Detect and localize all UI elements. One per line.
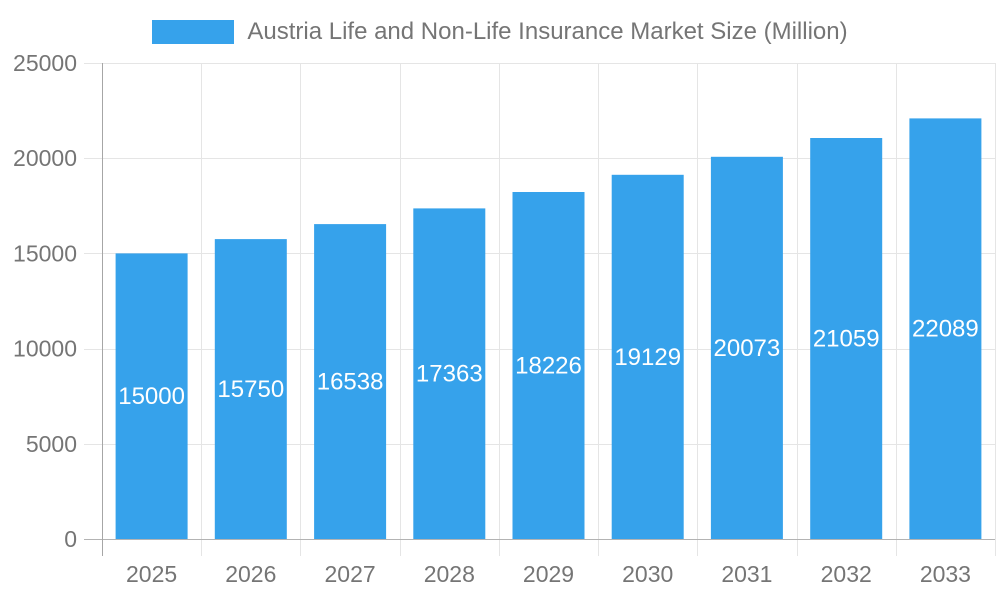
bar-value-label-2025: 15000 <box>118 383 185 410</box>
y-axis-label-0: 0 <box>64 526 77 552</box>
bar-2026[interactable] <box>214 239 287 539</box>
bar-value-label-2031: 20073 <box>714 335 781 362</box>
x-axis-label-2033: 2033 <box>920 561 971 587</box>
bar-2025[interactable] <box>115 253 188 539</box>
bar-value-label-2028: 17363 <box>416 361 483 388</box>
legend-item[interactable]: Austria Life and Non-Life Insurance Mark… <box>0 14 1000 50</box>
x-axis-label-2027: 2027 <box>325 561 376 587</box>
x-axis-label-2028: 2028 <box>424 561 475 587</box>
bar-2033[interactable] <box>909 118 982 540</box>
bar-2031[interactable] <box>710 156 783 540</box>
y-axis-label-5000: 5000 <box>26 431 77 457</box>
bar-2028[interactable] <box>413 208 486 539</box>
y-axis-label-15000: 15000 <box>13 240 77 266</box>
bar-value-label-2027: 16538 <box>317 369 384 396</box>
bar-2029[interactable] <box>512 192 585 539</box>
y-axis-label-10000: 10000 <box>13 336 77 362</box>
x-axis-label-2029: 2029 <box>523 561 574 587</box>
bar-value-label-2026: 15750 <box>217 376 284 403</box>
bar-value-label-2033: 22089 <box>912 316 979 343</box>
bar-2027[interactable] <box>314 224 387 539</box>
x-axis-label-2032: 2032 <box>821 561 872 587</box>
x-axis-label-2030: 2030 <box>622 561 673 587</box>
y-axis-label-20000: 20000 <box>13 145 77 171</box>
legend-label: Austria Life and Non-Life Insurance Mark… <box>247 18 848 45</box>
bar-2030[interactable] <box>611 174 684 540</box>
bar-2032[interactable] <box>810 138 883 539</box>
legend-swatch <box>152 20 235 44</box>
bar-value-label-2029: 18226 <box>515 353 582 380</box>
y-axis-label-25000: 25000 <box>13 50 77 76</box>
bar-value-label-2032: 21059 <box>813 326 880 353</box>
x-axis-label-2025: 2025 <box>126 561 177 587</box>
x-axis-label-2026: 2026 <box>225 561 276 587</box>
x-axis-label-2031: 2031 <box>721 561 772 587</box>
bar-value-label-2030: 19129 <box>614 344 681 371</box>
